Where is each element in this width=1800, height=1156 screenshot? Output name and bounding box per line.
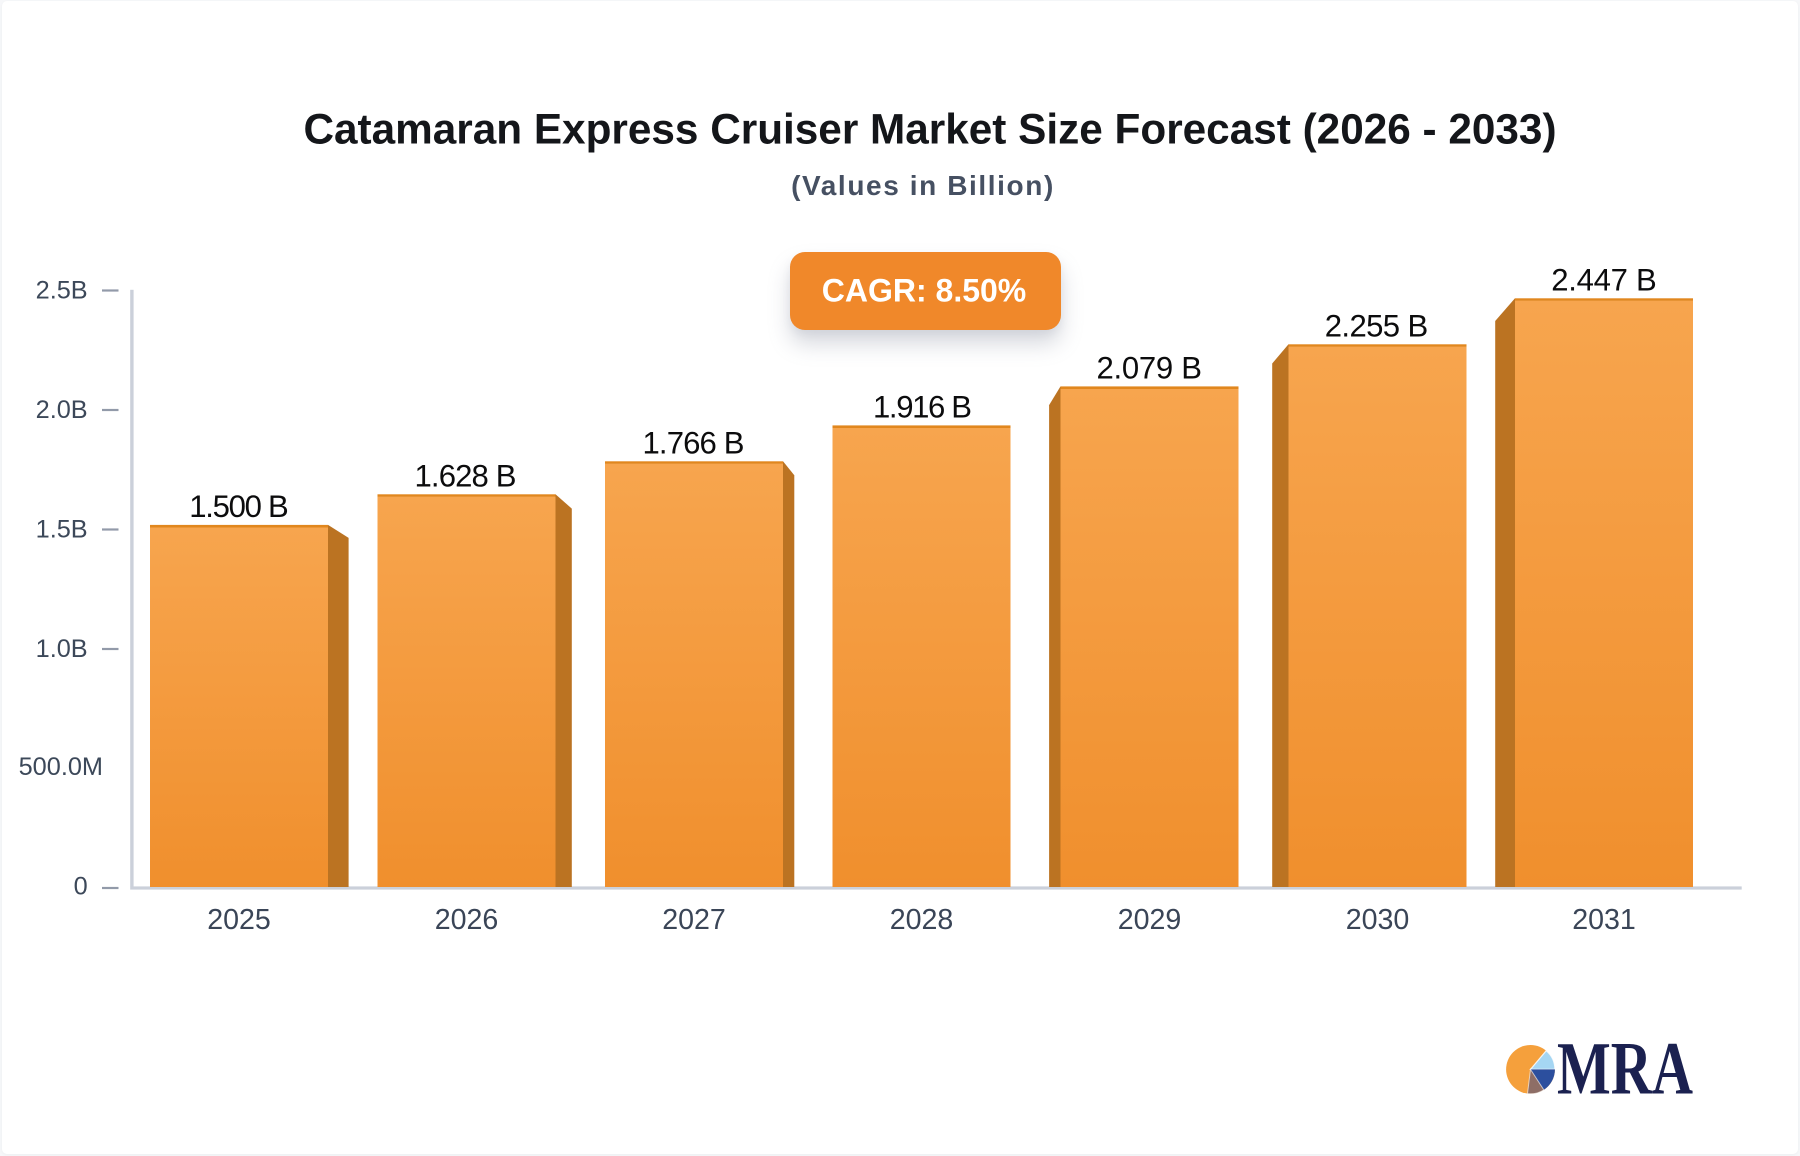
svg-text:MRA: MRA: [1557, 1028, 1693, 1111]
svg-text:0: 0: [74, 873, 88, 901]
svg-text:500.0M: 500.0M: [19, 753, 103, 781]
svg-text:1.628 B: 1.628 B: [415, 459, 517, 494]
svg-text:2029: 2029: [1118, 904, 1182, 936]
svg-text:2031: 2031: [1572, 904, 1636, 936]
svg-text:2.079 B: 2.079 B: [1097, 351, 1203, 386]
svg-text:1.5B: 1.5B: [36, 516, 88, 544]
svg-text:1.0B: 1.0B: [36, 635, 88, 663]
svg-text:2025: 2025: [207, 904, 271, 936]
svg-text:Catamaran Express Cruiser Mark: Catamaran Express Cruiser Market Size Fo…: [303, 106, 1556, 153]
svg-text:2027: 2027: [662, 904, 726, 936]
svg-text:1.766 B: 1.766 B: [643, 426, 745, 461]
svg-text:2.0B: 2.0B: [36, 396, 88, 424]
svg-text:CAGR: 8.50%: CAGR: 8.50%: [822, 273, 1027, 309]
svg-text:1.916 B: 1.916 B: [873, 390, 972, 425]
svg-text:(Values in Billion): (Values in Billion): [791, 170, 1055, 201]
svg-text:2030: 2030: [1346, 904, 1410, 936]
svg-text:2028: 2028: [890, 904, 954, 936]
svg-text:2.5B: 2.5B: [36, 277, 88, 305]
svg-text:2.447 B: 2.447 B: [1551, 263, 1657, 298]
svg-text:2.255 B: 2.255 B: [1325, 309, 1429, 344]
svg-text:2026: 2026: [435, 904, 499, 936]
svg-text:1.500 B: 1.500 B: [189, 489, 289, 524]
